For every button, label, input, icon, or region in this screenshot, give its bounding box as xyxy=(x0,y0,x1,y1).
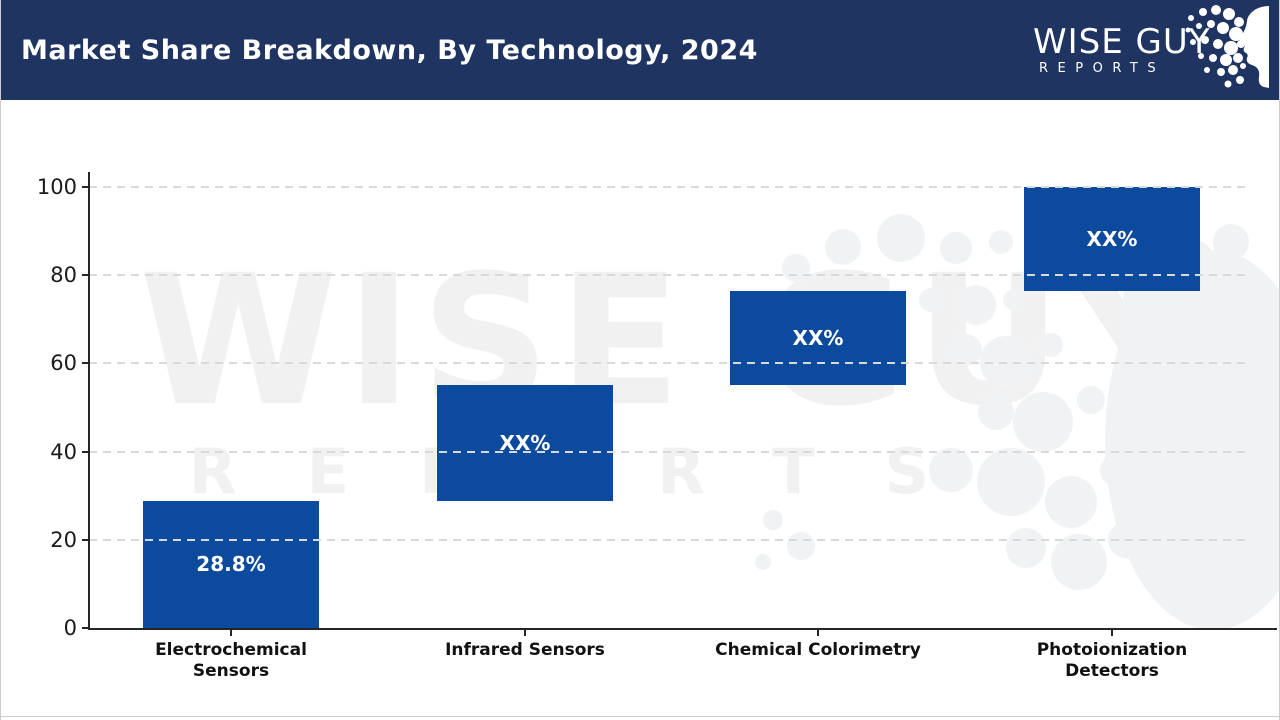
bar-value-label-photoionization-detectors: XX% xyxy=(1086,226,1138,251)
x-tick-mark-photoionization-detectors xyxy=(1111,628,1113,636)
bar-electrochemical-sensors xyxy=(143,500,319,628)
x-category-label-infrared-sensors: Infrared Sensors xyxy=(445,640,605,660)
y-tick-mark-0 xyxy=(82,627,89,629)
x-tick-mark-electrochemical-sensors xyxy=(230,628,232,636)
bar-infrared-sensors xyxy=(437,385,613,501)
gridline-80 xyxy=(89,274,1251,277)
gridline-60 xyxy=(89,362,1251,365)
y-tick-mark-40 xyxy=(82,450,89,453)
y-tick-label-20: 20 xyxy=(50,527,77,552)
y-tick-mark-100 xyxy=(82,186,89,188)
y-tick-mark-60 xyxy=(82,362,89,365)
x-tick-mark-chemical-colorimetry xyxy=(817,628,819,636)
wise-guy-reports-logo: WISE GUY REPORTS xyxy=(1023,0,1273,100)
x-category-label-photoionization-detectors: Photoionization Detectors xyxy=(1036,640,1188,681)
bar-photoionization-detectors xyxy=(1024,187,1200,291)
logo-subtext: REPORTS xyxy=(1039,61,1166,76)
y-tick-label-40: 40 xyxy=(50,439,77,464)
logo-head-profile-icon xyxy=(1185,5,1269,88)
y-tick-label-60: 60 xyxy=(50,351,77,376)
y-tick-label-100: 100 xyxy=(36,175,77,199)
y-axis-spine xyxy=(88,172,90,630)
bar-value-label-electrochemical-sensors: 28.8% xyxy=(196,552,266,577)
chart-title: Market Share Breakdown, By Technology, 2… xyxy=(21,34,758,66)
bar-value-label-infrared-sensors: XX% xyxy=(499,431,551,456)
logo-wordmark: WISE GUY xyxy=(1033,22,1211,62)
header-band: Market Share Breakdown, By Technology, 2… xyxy=(1,0,1279,100)
x-category-label-chemical-colorimetry: Chemical Colorimetry xyxy=(715,640,921,660)
y-tick-label-80: 80 xyxy=(50,263,77,288)
x-axis-spine xyxy=(88,628,1277,630)
bar-chemical-colorimetry xyxy=(730,290,906,386)
y-tick-mark-20 xyxy=(82,538,89,541)
y-tick-mark-80 xyxy=(82,274,89,277)
gridline-100 xyxy=(89,186,1251,188)
x-tick-mark-infrared-sensors xyxy=(524,628,526,636)
x-category-label-electrochemical-sensors: Electrochemical Sensors xyxy=(155,640,307,681)
page-bottom-rule xyxy=(1,716,1279,717)
gridline-40 xyxy=(89,450,1251,453)
y-tick-label-0: 0 xyxy=(63,616,77,640)
gridline-20 xyxy=(89,538,1251,541)
bar-value-label-chemical-colorimetry: XX% xyxy=(792,326,844,351)
